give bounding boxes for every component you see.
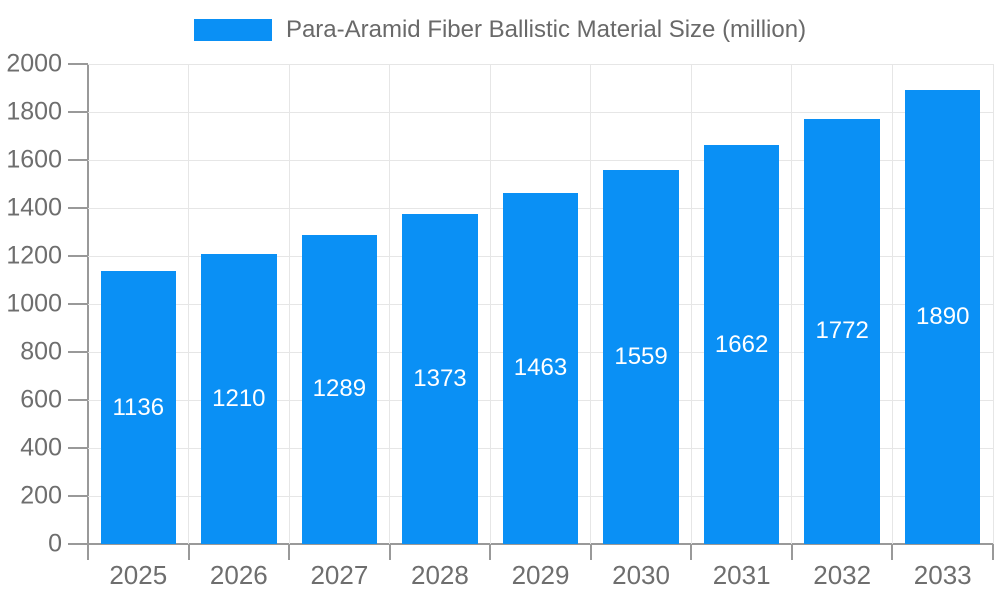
x-tick-label: 2026 bbox=[209, 560, 268, 590]
x-tick-label: 2028 bbox=[411, 560, 469, 590]
bar-value-label: 1463 bbox=[513, 354, 568, 382]
y-tick-label: 400 bbox=[20, 433, 62, 462]
y-axis-tick bbox=[68, 207, 88, 209]
bar-value-label: 1772 bbox=[815, 317, 869, 345]
bar-value-label: 1136 bbox=[112, 393, 165, 421]
y-axis-tick bbox=[68, 303, 88, 305]
bar[interactable] bbox=[905, 90, 981, 544]
bar[interactable] bbox=[502, 192, 579, 544]
v-gridline bbox=[288, 64, 290, 544]
x-axis-tick bbox=[992, 544, 994, 560]
y-tick-label: 1200 bbox=[6, 241, 62, 270]
bar[interactable] bbox=[100, 271, 176, 544]
y-axis-tick bbox=[68, 159, 88, 161]
v-gridline bbox=[891, 64, 893, 544]
y-tick-label: 1000 bbox=[6, 289, 62, 318]
x-axis-tick bbox=[87, 544, 89, 560]
y-tick-label: 800 bbox=[20, 337, 62, 366]
bar[interactable] bbox=[804, 118, 880, 544]
x-axis-line bbox=[88, 543, 993, 545]
x-tick-label: 2025 bbox=[109, 560, 168, 590]
x-axis-tick bbox=[388, 544, 391, 560]
x-axis-tick bbox=[891, 544, 894, 560]
x-axis-tick bbox=[288, 544, 291, 560]
x-tick-label: 2031 bbox=[712, 560, 771, 590]
bar-value-label: 1662 bbox=[714, 330, 769, 358]
y-axis-tick bbox=[68, 351, 88, 353]
y-tick-label: 2000 bbox=[6, 49, 62, 78]
x-axis-tick bbox=[790, 544, 793, 560]
y-axis-tick bbox=[68, 543, 88, 545]
y-tick-label: 1400 bbox=[6, 193, 62, 222]
h-gridline bbox=[88, 63, 993, 65]
x-tick-label: 2029 bbox=[511, 560, 570, 590]
bar[interactable] bbox=[703, 145, 780, 544]
v-gridline bbox=[690, 64, 692, 544]
x-axis-tick bbox=[489, 544, 492, 560]
x-tick-label: 2027 bbox=[310, 560, 369, 590]
y-axis-tick bbox=[68, 63, 88, 65]
legend-swatch bbox=[193, 19, 272, 41]
bar-value-label: 1890 bbox=[916, 303, 970, 331]
bar-value-label: 1373 bbox=[413, 365, 467, 393]
bar-value-label: 1559 bbox=[614, 342, 668, 370]
h-gridline bbox=[88, 111, 993, 113]
x-tick-label: 2030 bbox=[612, 560, 670, 590]
y-axis-tick bbox=[68, 495, 88, 497]
plot-area: 0 200 400 600 800 1000 1200 1400 1600 1800 2000 113… bbox=[6, 50, 994, 590]
y-axis-tick bbox=[68, 255, 88, 257]
y-tick-label: 1600 bbox=[6, 145, 62, 174]
x-axis-tick bbox=[690, 544, 693, 560]
y-axis-tick bbox=[68, 111, 88, 113]
v-gridline bbox=[188, 64, 190, 544]
bar[interactable] bbox=[402, 214, 478, 544]
x-tick-label: 2032 bbox=[813, 560, 872, 590]
bar-value-label: 1210 bbox=[212, 384, 266, 412]
y-axis-tick bbox=[68, 447, 88, 449]
v-gridline bbox=[389, 64, 391, 544]
v-gridline bbox=[992, 64, 994, 544]
bar-value-label: 1289 bbox=[312, 375, 367, 403]
y-tick-label: 1800 bbox=[6, 97, 62, 126]
h-gridline bbox=[88, 159, 993, 161]
legend[interactable]: Para-Aramid Fiber Ballistic Material Siz… bbox=[0, 16, 1000, 44]
x-axis-tick bbox=[589, 544, 592, 560]
v-gridline bbox=[791, 64, 793, 544]
bar[interactable] bbox=[603, 169, 679, 544]
v-gridline bbox=[489, 64, 491, 544]
legend-label: Para-Aramid Fiber Ballistic Material Siz… bbox=[285, 16, 807, 43]
y-tick-label: 0 bbox=[48, 529, 62, 558]
v-gridline bbox=[590, 64, 592, 544]
x-axis-tick bbox=[187, 544, 190, 560]
y-tick-label: 600 bbox=[20, 385, 62, 414]
bar[interactable] bbox=[201, 253, 277, 544]
y-axis-tick bbox=[68, 399, 88, 401]
x-tick-label: 2033 bbox=[913, 560, 972, 590]
bar[interactable] bbox=[301, 234, 378, 544]
y-tick-label: 200 bbox=[20, 481, 62, 510]
